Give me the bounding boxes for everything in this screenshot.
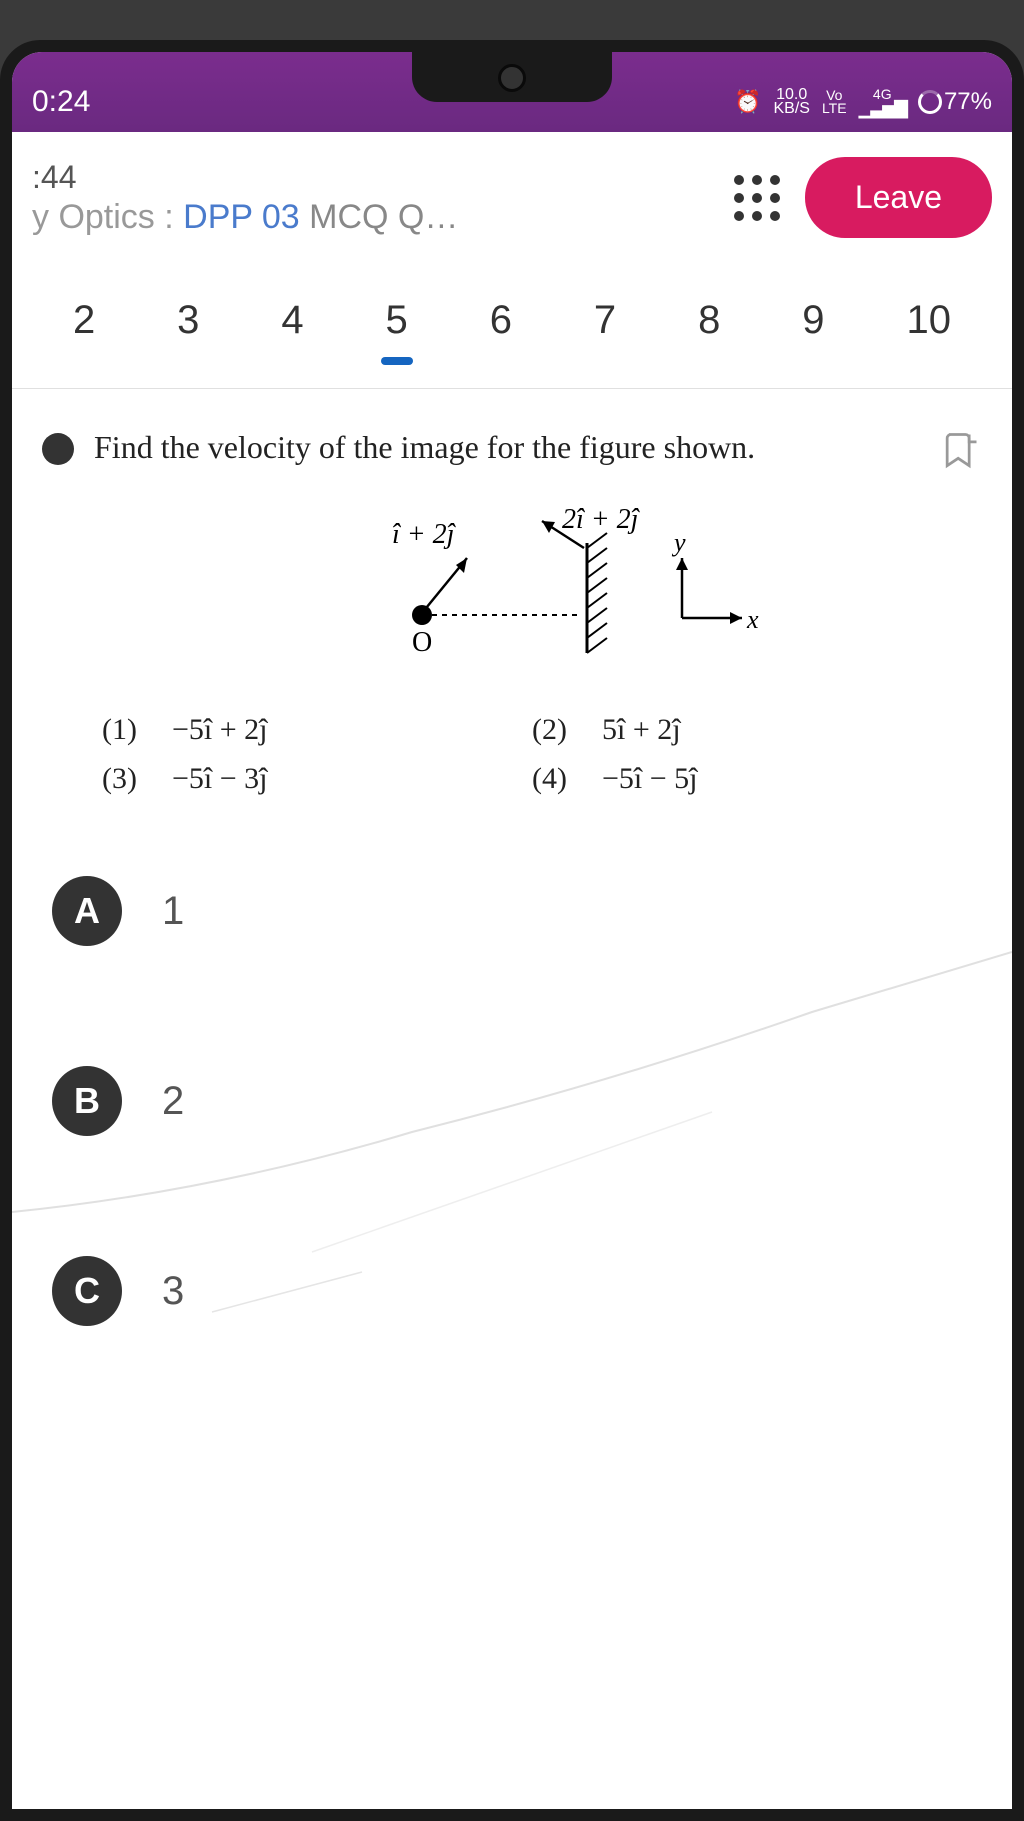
screen: 0:24 ⏰ 10.0 KB/S Vo LTE 4G ▁▃▅▇ 77%	[12, 52, 1012, 1809]
object-point	[412, 605, 432, 625]
question-figure: î + 2ĵ O 2î + 2ĵ	[42, 503, 982, 683]
phone-notch	[412, 52, 612, 102]
grid-menu-icon[interactable]	[734, 175, 780, 221]
math-option: (1) −5î + 2ĵ	[102, 713, 492, 747]
front-camera	[498, 64, 526, 92]
option-number: (1)	[102, 713, 152, 747]
question-text: Find the velocity of the image for the f…	[94, 429, 918, 466]
app-header: :44 y Optics : DPP 03 MCQ Q… Leave	[12, 132, 1012, 258]
question-nav[interactable]: 23456789 10	[12, 258, 1012, 368]
battery-ring-icon	[918, 90, 942, 114]
answer-value: 1	[162, 889, 184, 934]
question-tab-9[interactable]: 9	[787, 288, 839, 353]
answer-options: A1 B2 C3	[12, 836, 1012, 1486]
physics-figure-svg: î + 2ĵ O 2î + 2ĵ	[212, 503, 812, 683]
status-time: 0:24	[32, 85, 90, 119]
x-axis-label: x	[746, 605, 759, 634]
option-expression: −5î − 5ĵ	[602, 762, 698, 796]
question-tab-3[interactable]: 3	[162, 288, 214, 353]
option-expression: 5î + 2ĵ	[602, 713, 681, 747]
data-speed: 10.0 KB/S	[773, 88, 809, 117]
question-tab-5[interactable]: 5	[371, 288, 423, 353]
alarm-icon: ⏰	[734, 89, 761, 115]
math-option: (2) 5î + 2ĵ	[532, 713, 922, 747]
answer-value: 3	[162, 1269, 184, 1314]
answer-option-A[interactable]: A1	[52, 876, 972, 946]
answer-letter: C	[52, 1256, 122, 1326]
option-number: (3)	[102, 762, 152, 796]
header-left: :44 y Optics : DPP 03 MCQ Q…	[32, 159, 734, 237]
question-area: Find the velocity of the image for the f…	[12, 389, 1012, 836]
question-tab-6[interactable]: 6	[475, 288, 527, 353]
answer-option-C[interactable]: C3	[52, 1256, 972, 1326]
y-axis-label: y	[671, 528, 686, 557]
question-tab-10[interactable]: 10	[891, 288, 966, 353]
question-row: Find the velocity of the image for the f…	[42, 429, 982, 483]
volte-indicator: Vo LTE	[822, 89, 847, 114]
math-option: (4) −5î − 5ĵ	[532, 762, 922, 796]
leave-button[interactable]: Leave	[805, 157, 992, 238]
option-number: (4)	[532, 762, 582, 796]
math-option: (3) −5î − 3ĵ	[102, 762, 492, 796]
option-expression: −5î + 2ĵ	[172, 713, 268, 747]
answer-letter: A	[52, 876, 122, 946]
signal-bars-icon: ▁▃▅▇	[859, 100, 906, 116]
question-tab-8[interactable]: 8	[683, 288, 735, 353]
quiz-title: y Optics : DPP 03 MCQ Q…	[32, 198, 734, 237]
question-tab-2[interactable]: 2	[58, 288, 110, 353]
battery-indicator: 77%	[918, 88, 992, 116]
signal-4g: 4G ▁▃▅▇	[859, 88, 906, 117]
origin-label: O	[412, 627, 432, 658]
quiz-timer: :44	[32, 159, 734, 196]
object-velocity-label: î + 2ĵ	[392, 519, 457, 550]
question-tab-4[interactable]: 4	[266, 288, 318, 353]
answer-value: 2	[162, 1079, 184, 1124]
option-number: (2)	[532, 713, 582, 747]
answer-letter: B	[52, 1066, 122, 1136]
question-tab-7[interactable]: 7	[579, 288, 631, 353]
phone-frame: 0:24 ⏰ 10.0 KB/S Vo LTE 4G ▁▃▅▇ 77%	[0, 40, 1024, 1821]
status-right: ⏰ 10.0 KB/S Vo LTE 4G ▁▃▅▇ 77%	[734, 88, 992, 117]
bookmark-icon[interactable]	[938, 429, 982, 483]
math-options: (1) −5î + 2ĵ (2) 5î + 2ĵ (3) −5î − 3ĵ (4) −5î −…	[42, 713, 982, 796]
question-bullet-icon	[42, 433, 74, 465]
answer-option-B[interactable]: B2	[52, 1066, 972, 1136]
option-expression: −5î − 3ĵ	[172, 762, 268, 796]
mirror-velocity-label: 2î + 2ĵ	[562, 504, 641, 535]
